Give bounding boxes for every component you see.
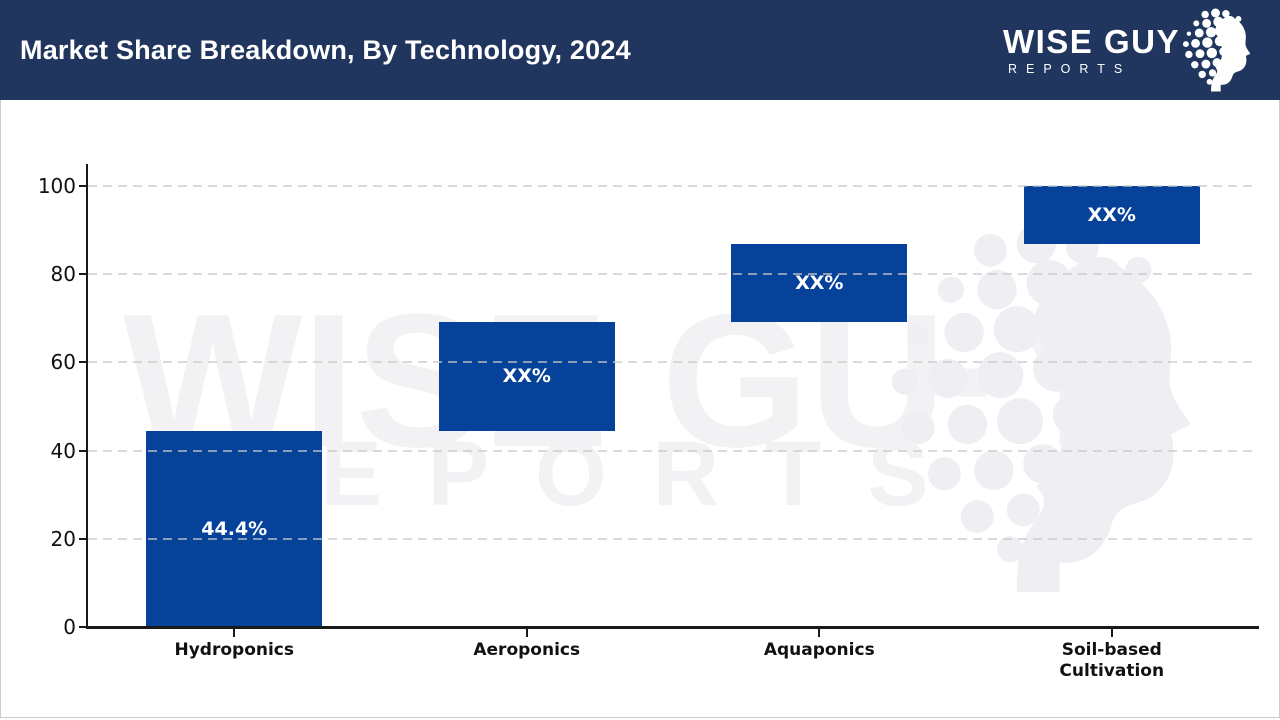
frame-border-left [0, 100, 1, 717]
y-tick-label: 40 [50, 438, 76, 463]
gridline [88, 537, 1258, 540]
watermark-subtext: REPORTS [208, 423, 975, 525]
x-category-label: Soil-based Cultivation [1059, 640, 1165, 681]
bar-value-label: 44.4% [201, 518, 268, 541]
y-tick-label: 20 [50, 526, 76, 551]
bar-value-label: XX% [1087, 204, 1136, 227]
y-tick-label: 80 [50, 262, 76, 287]
frame-border-bottom [0, 717, 1280, 718]
bar-soil-based-cultivation: XX% [1023, 186, 1200, 245]
gridline [88, 361, 1258, 364]
x-tick [233, 629, 236, 637]
x-category-label: Aeroponics [473, 640, 581, 660]
bar-value-label: XX% [795, 272, 844, 294]
header-bar: Market Share Breakdown, By Technology, 2… [0, 0, 1280, 100]
gridline [88, 273, 1258, 276]
logo-wordmark: WISE GUY [1002, 22, 1180, 60]
x-tick [1110, 629, 1113, 637]
x-category-label: Aquaponics [763, 640, 875, 660]
y-tick-label: 0 [63, 615, 76, 639]
bar-value-label: XX% [502, 365, 551, 388]
watermark-head-icon [891, 224, 1191, 592]
y-tick [79, 185, 87, 187]
gridline [88, 185, 1258, 187]
logo-text: WISE GUY REPORTS [1003, 25, 1180, 76]
bar-aquaponics: XX% [731, 244, 908, 322]
gridline [88, 449, 1258, 452]
y-tick-label: 100 [37, 174, 76, 198]
logo-subtext: REPORTS [1007, 61, 1132, 76]
y-tick [79, 537, 87, 540]
y-tick [79, 273, 87, 276]
y-tick-label: 60 [50, 350, 76, 375]
bar-aeroponics: XX% [438, 321, 615, 432]
x-category-label: Hydroponics [174, 640, 294, 660]
chart-title: Market Share Breakdown, By Technology, 2… [20, 34, 631, 65]
y-tick [79, 449, 87, 452]
y-tick [79, 626, 87, 628]
wiseguy-logo: WISE GUY REPORTS [1003, 7, 1254, 93]
bar-hydroponics: 44.4% [146, 431, 323, 627]
y-axis-line [86, 164, 88, 629]
y-tick [79, 361, 87, 364]
x-tick [525, 629, 528, 637]
x-axis-line [86, 626, 1259, 629]
dotted-head-icon [1182, 8, 1251, 92]
x-tick [818, 629, 821, 637]
